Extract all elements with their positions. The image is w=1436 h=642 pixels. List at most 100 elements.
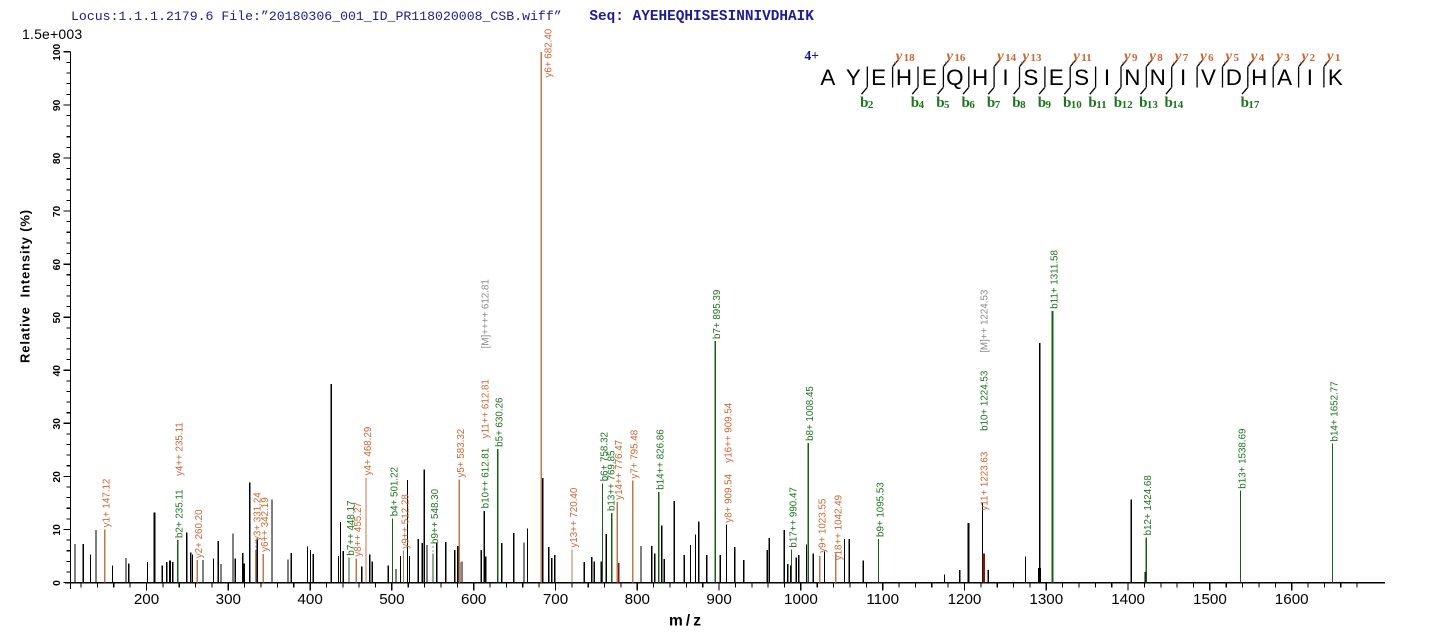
svg-text:1.5e+003: 1.5e+003 — [22, 26, 82, 42]
svg-text:10: 10 — [52, 524, 63, 536]
svg-text:y: y — [1325, 49, 1334, 65]
svg-text:m / z: m / z — [669, 613, 701, 630]
svg-text:y16++ 909.54: y16++ 909.54 — [723, 402, 734, 462]
svg-text:20: 20 — [52, 471, 63, 483]
svg-text:[M]++ 1224.53: [M]++ 1224.53 — [979, 289, 990, 353]
svg-text:b: b — [1241, 95, 1249, 111]
svg-text:80: 80 — [52, 152, 63, 164]
svg-text:y: y — [995, 49, 1004, 65]
svg-text:y6++ 342.19: y6++ 342.19 — [260, 497, 271, 551]
svg-text:8: 8 — [1157, 52, 1163, 64]
svg-text:b: b — [1114, 95, 1122, 111]
svg-text:4: 4 — [1259, 52, 1265, 64]
svg-text:14: 14 — [1172, 99, 1184, 111]
svg-text:b9+ 1095.53: b9+ 1095.53 — [875, 482, 886, 537]
svg-text:400: 400 — [297, 591, 322, 608]
svg-text:Y: Y — [846, 65, 861, 90]
svg-text:13: 13 — [1031, 52, 1043, 64]
svg-text:y8++ 455.27: y8++ 455.27 — [353, 502, 364, 556]
svg-text:1600: 1600 — [1275, 591, 1309, 608]
svg-text:70: 70 — [52, 206, 63, 218]
svg-text:11: 11 — [1096, 99, 1106, 111]
svg-text:y: y — [1224, 49, 1233, 65]
svg-text:6: 6 — [969, 99, 975, 111]
svg-text:y4+ 468.29: y4+ 468.29 — [363, 427, 374, 476]
svg-text:50: 50 — [52, 312, 63, 324]
svg-text:11: 11 — [1081, 52, 1091, 64]
svg-text:b: b — [860, 95, 868, 111]
svg-text:9: 9 — [1132, 52, 1138, 64]
svg-text:y3+ 331.24: y3+ 331.24 — [253, 492, 264, 541]
svg-text:b11+ 1311.58: b11+ 1311.58 — [1049, 250, 1060, 309]
svg-text:b13+ 1538.69: b13+ 1538.69 — [1237, 428, 1248, 488]
svg-text:y9++ 512.28: y9++ 512.28 — [400, 494, 411, 549]
svg-text:y: y — [1274, 49, 1283, 65]
svg-text:1400: 1400 — [1111, 591, 1145, 608]
svg-text:0: 0 — [52, 580, 63, 586]
svg-text:I: I — [1002, 65, 1008, 90]
svg-text:y: y — [894, 49, 903, 65]
svg-text:b14+ 1652.77: b14+ 1652.77 — [1329, 381, 1340, 441]
svg-text:Locus:1.1.1.2179.6 File:”20180: Locus:1.1.1.2179.6 File:”20180306_001_ID… — [71, 9, 562, 24]
svg-text:4: 4 — [919, 99, 925, 111]
svg-text:V: V — [1201, 65, 1216, 90]
svg-text:600: 600 — [461, 591, 486, 608]
svg-text:5: 5 — [1234, 52, 1240, 64]
svg-text:b4+ 501.22: b4+ 501.22 — [389, 467, 400, 516]
svg-text:b17++ 990.47: b17++ 990.47 — [788, 487, 799, 547]
svg-text:y: y — [1147, 49, 1156, 65]
svg-text:b13++ 769.85: b13++ 769.85 — [607, 450, 618, 511]
svg-text:40: 40 — [52, 365, 63, 377]
svg-text:b6+ 758.32: b6+ 758.32 — [599, 432, 610, 481]
svg-text:y14++ 776.47: y14++ 776.47 — [614, 440, 625, 500]
svg-text:H: H — [972, 65, 988, 90]
svg-text:y4++ 235.11: y4++ 235.11 — [175, 422, 186, 476]
svg-text:A: A — [820, 65, 835, 90]
svg-text:N: N — [1150, 65, 1166, 90]
svg-text:y: y — [1249, 49, 1258, 65]
svg-text:b5+ 630.26: b5+ 630.26 — [495, 397, 506, 447]
svg-text:800: 800 — [625, 591, 650, 608]
svg-text:16: 16 — [954, 52, 966, 64]
svg-text:y: y — [1122, 49, 1131, 65]
svg-text:5: 5 — [944, 99, 950, 111]
svg-text:b: b — [1063, 95, 1071, 111]
svg-text:7: 7 — [995, 99, 1001, 111]
svg-text:3: 3 — [1284, 52, 1290, 64]
svg-text:H: H — [896, 65, 912, 90]
svg-text:Q: Q — [946, 65, 963, 90]
svg-text:b7++ 448.17: b7++ 448.17 — [346, 501, 357, 556]
svg-text:b12+ 1424.68: b12+ 1424.68 — [1143, 475, 1154, 536]
svg-text:18: 18 — [904, 52, 916, 64]
svg-text:1100: 1100 — [866, 591, 899, 608]
svg-text:y: y — [1021, 49, 1030, 65]
svg-text:y: y — [1300, 49, 1309, 65]
svg-text:17: 17 — [1248, 99, 1260, 111]
svg-text:b10++ 612.81: b10++ 612.81 — [481, 448, 492, 508]
svg-text:y2+ 260.20: y2+ 260.20 — [194, 509, 205, 558]
svg-text:I: I — [1104, 65, 1110, 90]
svg-text:12: 12 — [1122, 99, 1134, 111]
svg-text:Relative Intensity (%): Relative Intensity (%) — [18, 209, 33, 363]
svg-text:b: b — [962, 95, 970, 111]
svg-text:N: N — [1124, 65, 1140, 90]
svg-text:b2+ 235.11: b2+ 235.11 — [175, 489, 186, 538]
svg-text:y: y — [1198, 49, 1207, 65]
svg-text:7: 7 — [1183, 52, 1189, 64]
svg-text:y5+ 583.32: y5+ 583.32 — [456, 429, 467, 478]
svg-text:13: 13 — [1147, 99, 1159, 111]
svg-text:b14++ 826.86: b14++ 826.86 — [656, 429, 667, 490]
svg-text:14: 14 — [1005, 52, 1017, 64]
svg-text:S: S — [1074, 65, 1089, 90]
svg-text:Seq: AYEHEQHISESINNIVDHAIK: Seq: AYEHEQHISESINNIVDHAIK — [589, 9, 814, 25]
svg-text:b: b — [1165, 95, 1173, 111]
svg-text:y1+ 147.12: y1+ 147.12 — [102, 479, 113, 528]
svg-text:y6+ 682.40: y6+ 682.40 — [544, 28, 555, 77]
svg-text:y18++ 1042.49: y18++ 1042.49 — [833, 495, 844, 560]
svg-text:500: 500 — [379, 591, 404, 608]
svg-text:700: 700 — [543, 591, 568, 608]
svg-text:[M]++++ 612.81: [M]++++ 612.81 — [481, 279, 492, 348]
svg-text:2: 2 — [1310, 52, 1316, 64]
svg-text:1500: 1500 — [1193, 591, 1227, 608]
svg-text:b7+ 895.39: b7+ 895.39 — [712, 290, 723, 339]
